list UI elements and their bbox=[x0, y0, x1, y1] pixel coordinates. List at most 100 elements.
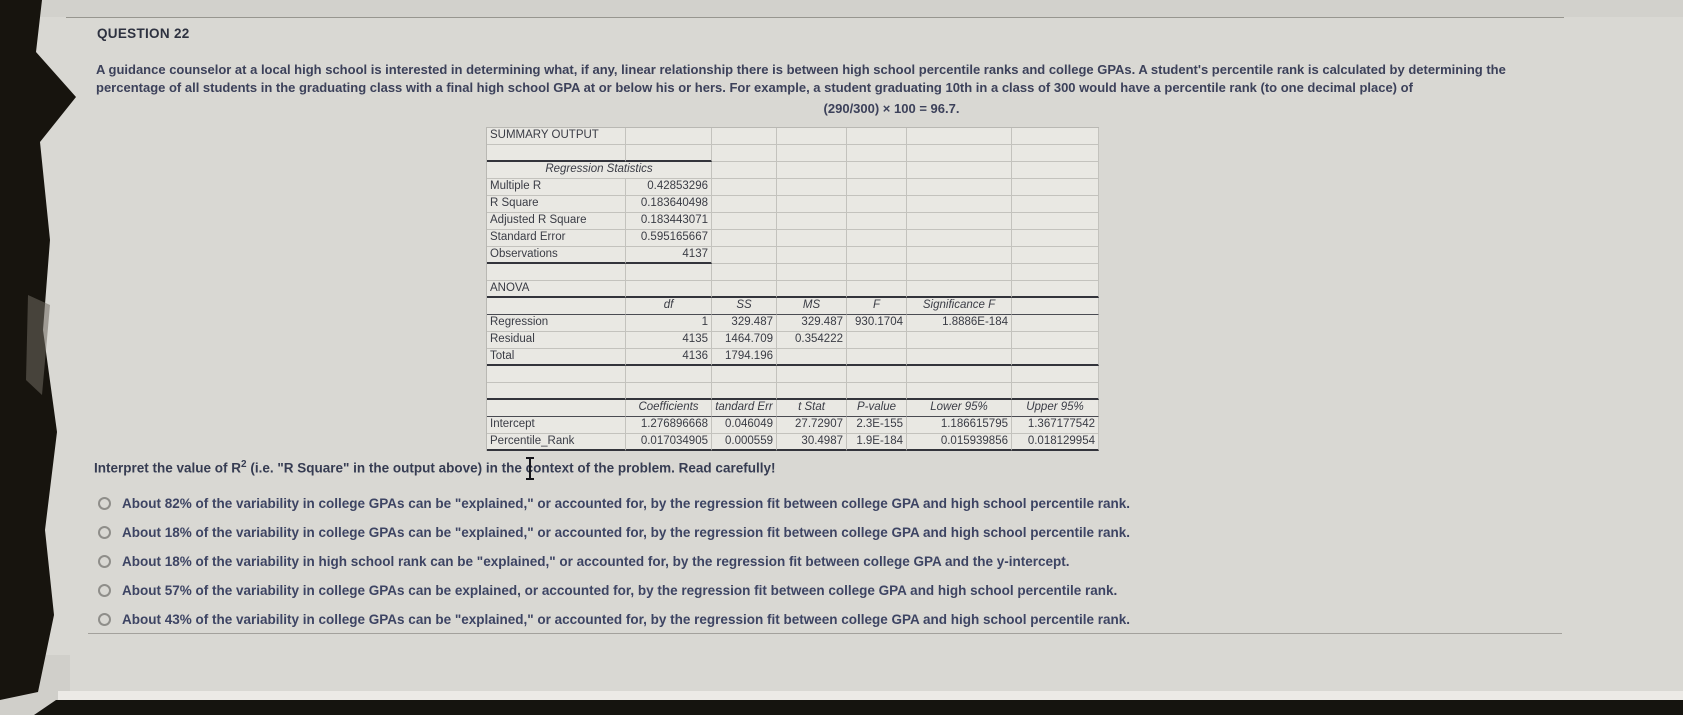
answer-option-5[interactable]: About 43% of the variability in college … bbox=[98, 605, 1130, 634]
col-header: df bbox=[626, 298, 712, 315]
stat-label: Multiple R bbox=[487, 179, 626, 196]
answer-option-2[interactable]: About 18% of the variability in college … bbox=[98, 518, 1130, 547]
top-divider bbox=[66, 17, 1564, 18]
empty-cell bbox=[847, 179, 907, 196]
empty-cell bbox=[907, 332, 1012, 349]
empty-cell bbox=[777, 213, 847, 230]
percentile-formula: (290/300) × 100 = 96.7. bbox=[823, 101, 960, 116]
empty-cell bbox=[712, 366, 777, 383]
col-header: Lower 95% bbox=[907, 400, 1012, 417]
anova-value: 1794.196 bbox=[712, 349, 777, 366]
empty-cell bbox=[1012, 332, 1099, 349]
coef-value: 30.4987 bbox=[777, 434, 847, 451]
empty-cell bbox=[907, 145, 1012, 162]
cell-summary-title: SUMMARY OUTPUT bbox=[487, 128, 626, 145]
top-band bbox=[0, 0, 1683, 17]
radio-button-icon[interactable] bbox=[98, 584, 111, 597]
stat-value: 0.42853296 bbox=[626, 179, 712, 196]
empty-cell bbox=[712, 179, 777, 196]
anova-value: 329.487 bbox=[777, 315, 847, 332]
col-header: P-value bbox=[847, 400, 907, 417]
coef-value: 0.015939856 bbox=[907, 434, 1012, 451]
empty-cell bbox=[1012, 349, 1099, 366]
empty-cell bbox=[847, 230, 907, 247]
anova-row-label: Residual bbox=[487, 332, 626, 349]
radio-button-icon[interactable] bbox=[98, 526, 111, 539]
coef-value: 2.3E-155 bbox=[847, 417, 907, 434]
empty-cell bbox=[847, 366, 907, 383]
screen-bezel-bottom bbox=[34, 700, 1683, 715]
empty-cell bbox=[487, 383, 626, 400]
bottom-divider bbox=[88, 633, 1562, 634]
empty-cell bbox=[847, 332, 907, 349]
empty-cell bbox=[712, 196, 777, 213]
col-header: MS bbox=[777, 298, 847, 315]
empty-cell bbox=[626, 281, 712, 298]
empty-cell bbox=[626, 128, 712, 145]
empty-cell bbox=[1012, 179, 1099, 196]
anova-value: 329.487 bbox=[712, 315, 777, 332]
empty-cell bbox=[712, 145, 777, 162]
empty-cell bbox=[712, 383, 777, 400]
empty-cell bbox=[847, 281, 907, 298]
question-body: A guidance counselor at a local high sch… bbox=[96, 61, 1506, 97]
empty-cell bbox=[907, 162, 1012, 179]
empty-cell bbox=[907, 196, 1012, 213]
empty-cell bbox=[1012, 213, 1099, 230]
empty-cell bbox=[777, 230, 847, 247]
anova-value: 4136 bbox=[626, 349, 712, 366]
prompt-superscript: 2 bbox=[241, 459, 247, 470]
empty-cell bbox=[907, 264, 1012, 281]
radio-button-icon[interactable] bbox=[98, 555, 111, 568]
screen-bottom-edge bbox=[58, 691, 1683, 701]
stat-value: 0.595165667 bbox=[626, 230, 712, 247]
question-body-line: A guidance counselor at a local high sch… bbox=[96, 62, 1506, 77]
empty-cell bbox=[907, 230, 1012, 247]
empty-cell bbox=[1012, 230, 1099, 247]
empty-cell bbox=[1012, 247, 1099, 264]
stat-label: Standard Error bbox=[487, 230, 626, 247]
stat-value: 4137 bbox=[626, 247, 712, 264]
anova-row-label: Total bbox=[487, 349, 626, 366]
empty-cell bbox=[777, 349, 847, 366]
empty-cell bbox=[712, 213, 777, 230]
empty-cell bbox=[777, 366, 847, 383]
radio-button-icon[interactable] bbox=[98, 497, 111, 510]
coef-value: 0.017034905 bbox=[626, 434, 712, 451]
empty-cell bbox=[907, 247, 1012, 264]
empty-cell bbox=[907, 128, 1012, 145]
radio-button-icon[interactable] bbox=[98, 613, 111, 626]
empty-cell bbox=[847, 196, 907, 213]
empty-cell bbox=[907, 213, 1012, 230]
empty-cell bbox=[847, 128, 907, 145]
photo-edge-left bbox=[0, 0, 76, 700]
empty-cell bbox=[777, 179, 847, 196]
col-header: Coefficients bbox=[626, 400, 712, 417]
answer-option-3[interactable]: About 18% of the variability in high sch… bbox=[98, 547, 1130, 576]
anova-value: 4135 bbox=[626, 332, 712, 349]
empty-cell bbox=[712, 162, 777, 179]
answer-option-1[interactable]: About 82% of the variability in college … bbox=[98, 489, 1130, 518]
empty-cell bbox=[487, 145, 626, 162]
empty-cell bbox=[777, 145, 847, 162]
empty-cell bbox=[626, 264, 712, 281]
empty-cell bbox=[847, 349, 907, 366]
col-header: t Stat bbox=[777, 400, 847, 417]
answer-option-4[interactable]: About 57% of the variability in college … bbox=[98, 576, 1130, 605]
empty-cell bbox=[1012, 281, 1099, 298]
empty-cell bbox=[626, 383, 712, 400]
empty-cell bbox=[712, 230, 777, 247]
col-header: Significance F bbox=[907, 298, 1012, 315]
answer-options: About 82% of the variability in college … bbox=[98, 489, 1130, 634]
prompt-text: (i.e. "R Square" in the output above) in… bbox=[246, 460, 679, 476]
option-label: About 43% of the variability in college … bbox=[122, 612, 1131, 627]
empty-cell bbox=[626, 145, 712, 162]
col-header: Upper 95% bbox=[1012, 400, 1099, 417]
anova-value: 1.8886E-184 bbox=[907, 315, 1012, 332]
empty-cell bbox=[777, 162, 847, 179]
empty-cell bbox=[712, 247, 777, 264]
coef-value: 1.9E-184 bbox=[847, 434, 907, 451]
summary-output-table: SUMMARY OUTPUT Regression Statistics Mul… bbox=[486, 127, 1099, 451]
empty-cell bbox=[777, 383, 847, 400]
stat-label: R Square bbox=[487, 196, 626, 213]
